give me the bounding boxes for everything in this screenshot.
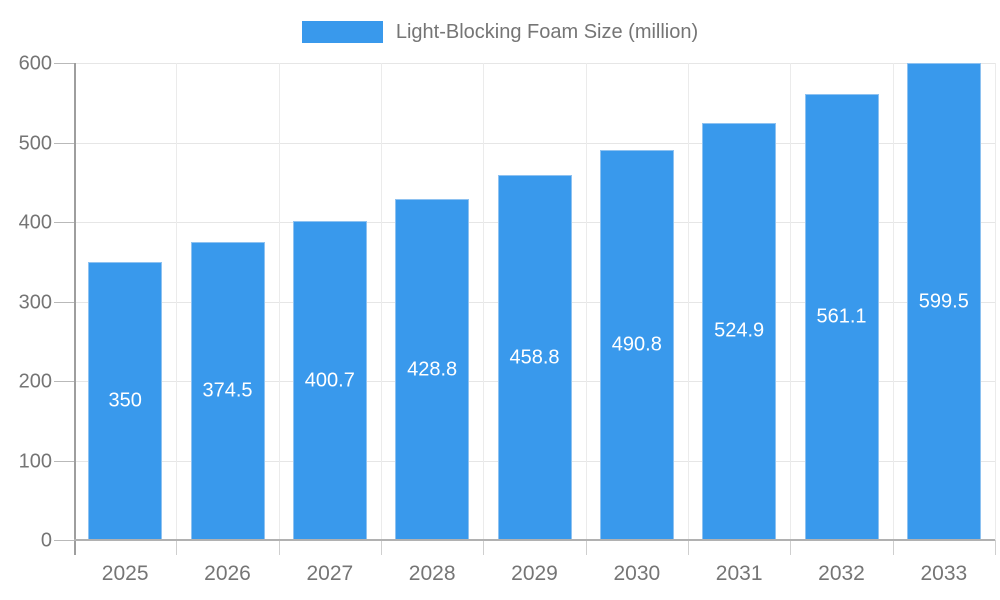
gridline-x (688, 63, 689, 540)
x-axis-baseline (74, 539, 995, 541)
bar-2033[interactable]: 599.5 (906, 63, 981, 540)
x-axis-tick-label-2026: 2026 (204, 562, 251, 585)
bar-2028[interactable]: 428.8 (395, 199, 470, 540)
y-axis-tick-label: 0 (40, 529, 52, 552)
y-axis-tick (54, 301, 74, 303)
x-axis-tick (688, 540, 689, 555)
y-axis-tick-label: 400 (18, 211, 52, 234)
x-axis-tick (381, 540, 382, 555)
gridline-x (381, 63, 382, 540)
bar-value-label: 350 (108, 389, 142, 412)
bar-value-label: 524.9 (714, 319, 765, 342)
gridline-x (892, 63, 894, 540)
legend-swatch (301, 21, 383, 43)
x-axis-tick-label-2027: 2027 (306, 562, 354, 585)
x-axis-tick (892, 540, 894, 555)
bar-2027[interactable]: 400.7 (292, 221, 367, 540)
gridline-x (176, 63, 178, 540)
legend[interactable]: Light-Blocking Foam Size (million) (0, 21, 1000, 43)
gridline-y-600 (74, 63, 995, 64)
bar-2030[interactable]: 490.8 (599, 149, 674, 540)
x-axis-tick-label-2033: 2033 (920, 562, 968, 585)
x-axis-tick (176, 540, 178, 555)
bar-value-label: 428.8 (407, 358, 458, 381)
gridline-x (995, 63, 996, 540)
y-axis-tick (54, 63, 74, 64)
y-axis-tick-label: 300 (18, 291, 52, 313)
gridline-x (483, 63, 485, 540)
x-axis-tick (995, 540, 996, 555)
x-axis-tick-label-2030: 2030 (613, 562, 661, 585)
x-axis-tick (790, 540, 792, 555)
y-axis-tick-label: 600 (18, 52, 52, 75)
x-axis-tick-label-2032: 2032 (818, 562, 865, 585)
y-axis-tick (54, 222, 74, 223)
bar-value-label: 490.8 (611, 333, 662, 356)
x-axis-tick-label-2029: 2029 (511, 562, 558, 585)
bar-2032[interactable]: 561.1 (804, 93, 879, 540)
bar-value-label: 561.1 (816, 305, 867, 328)
bar-value-label: 458.8 (509, 346, 560, 369)
x-axis-tick-label-2031: 2031 (715, 562, 763, 585)
x-axis-tick-label-2025: 2025 (101, 562, 149, 585)
y-axis-tick (54, 460, 74, 462)
gridline-x (790, 63, 792, 540)
bar-value-label: 374.5 (202, 379, 253, 402)
bar-2025[interactable]: 350 (88, 261, 163, 540)
gridline-x (278, 63, 280, 540)
y-axis-tick-label: 500 (18, 132, 52, 154)
y-axis-tick (54, 381, 74, 382)
bar-value-label: 400.7 (304, 369, 355, 392)
bar-2029[interactable]: 458.8 (497, 175, 572, 540)
y-axis-tick-label: 100 (18, 450, 52, 472)
x-axis-tick-label-2028: 2028 (408, 562, 456, 585)
plot-area: 350 374.5 400.7 428.8 458.8 490.8 524.9 561.1 59… (74, 63, 996, 540)
bar-2026[interactable]: 374.5 (190, 242, 265, 540)
legend-label: Light-Blocking Foam Size (million) (395, 20, 699, 43)
bar-2031[interactable]: 524.9 (702, 122, 777, 540)
x-axis-tick (483, 540, 485, 555)
gridline-y-500 (74, 142, 995, 144)
y-axis-line (74, 63, 76, 555)
y-axis-tick (54, 540, 74, 541)
x-axis-tick (585, 540, 587, 555)
y-axis-tick-label: 200 (18, 370, 52, 393)
bar-value-label: 599.5 (918, 290, 969, 313)
y-axis-tick (54, 142, 74, 144)
gridline-x (585, 63, 587, 540)
x-axis-tick (278, 540, 280, 555)
